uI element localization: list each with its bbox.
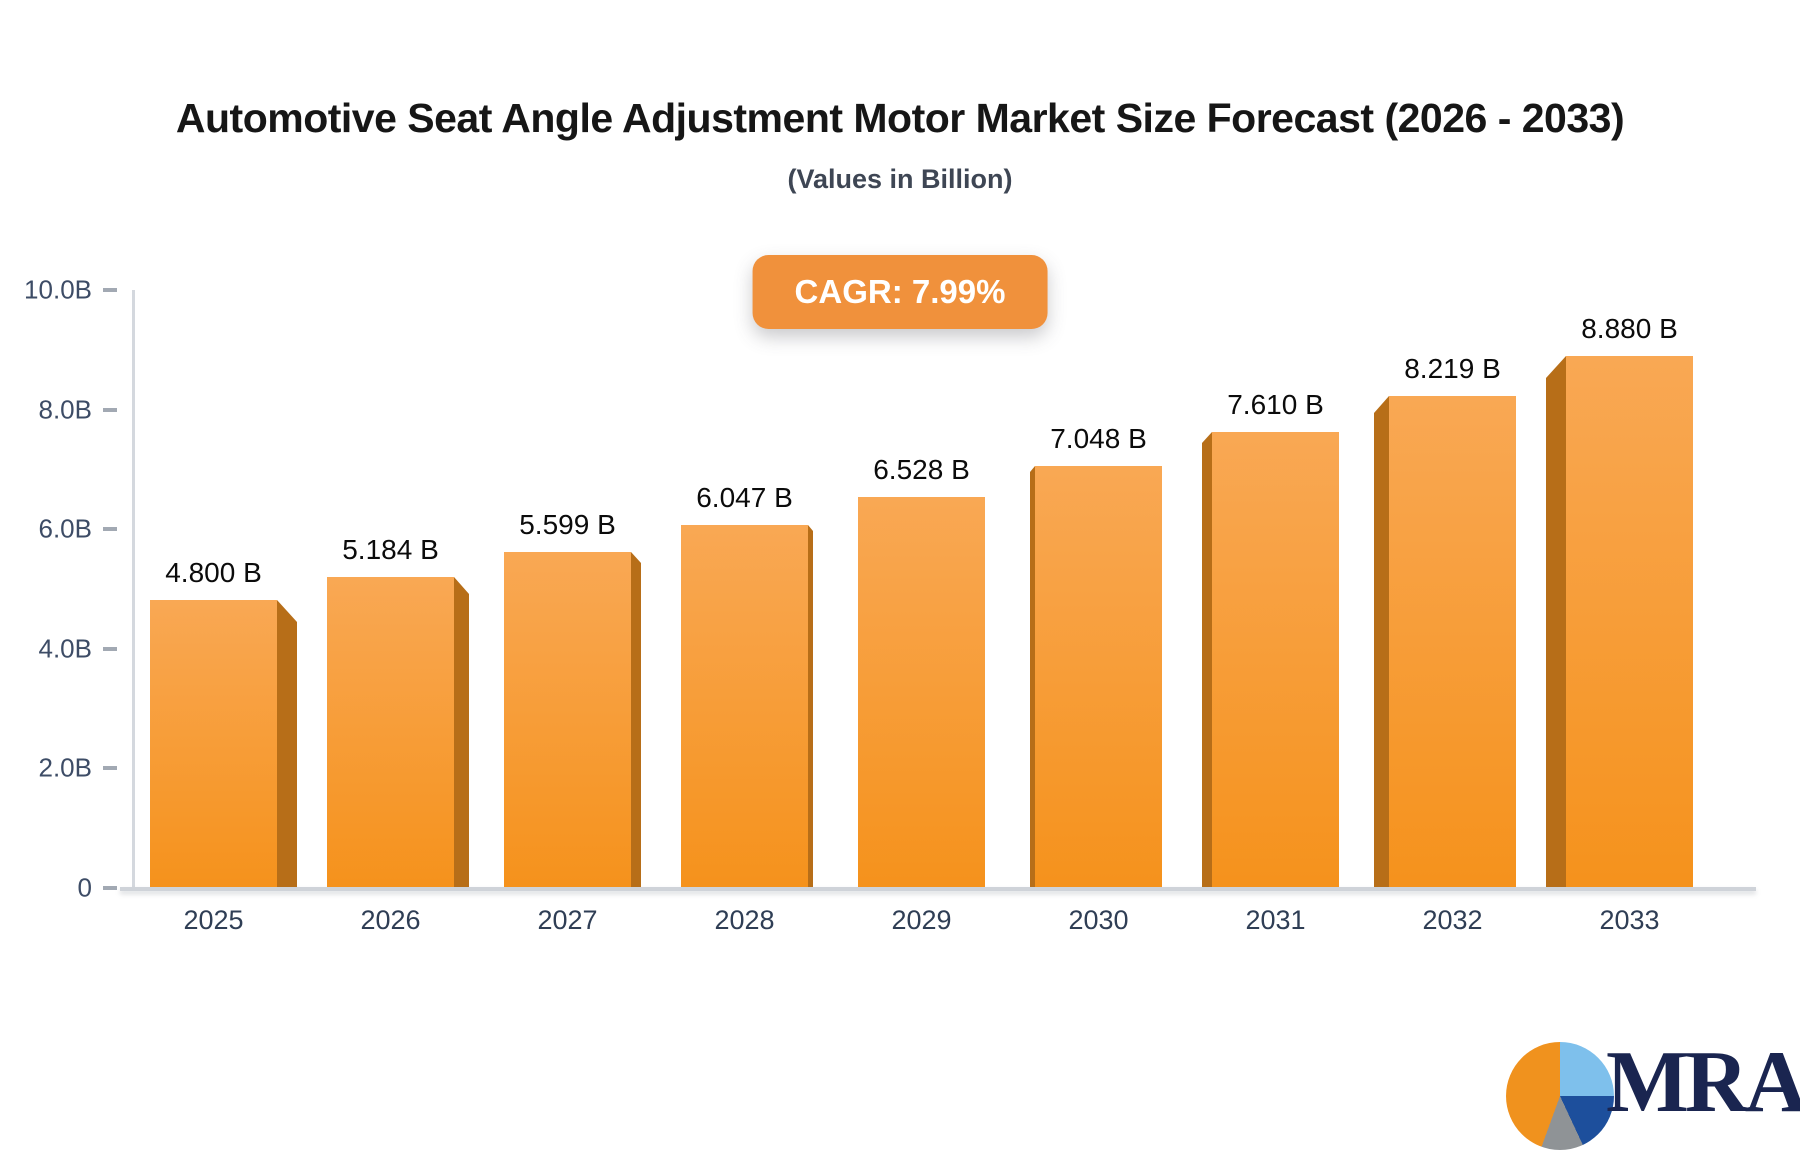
x-tick-label-2027: 2027 xyxy=(537,905,598,935)
x-tick-label-2029: 2029 xyxy=(891,905,952,935)
x-axis-baseline xyxy=(120,887,1756,891)
y-tick-label-6.0B: 6.0B xyxy=(38,513,93,544)
cagr-badge: CAGR: 7.99% xyxy=(752,255,1048,329)
y-axis-line xyxy=(132,290,135,888)
bar-2031 xyxy=(1212,432,1339,887)
bar-value-label-2028: 6.047 B xyxy=(696,482,793,513)
x-tick-label-2030: 2030 xyxy=(1068,905,1129,935)
y-tick-dash-2.0B xyxy=(103,766,117,771)
bar-value-label-2029: 6.528 B xyxy=(873,454,970,485)
y-tick-dash-6.0B xyxy=(103,527,117,532)
bar-side-face-2028 xyxy=(808,525,813,887)
bar-value-label-2033: 8.880 B xyxy=(1581,313,1678,344)
bar-2032 xyxy=(1389,396,1516,887)
bar-2030 xyxy=(1035,466,1162,887)
bar-side-face-2031 xyxy=(1202,432,1212,887)
bar-2026 xyxy=(327,577,454,887)
chart-title: Automotive Seat Angle Adjustment Motor M… xyxy=(175,95,1625,141)
x-tick-label-2028: 2028 xyxy=(714,905,775,935)
y-tick-label-8.0B: 8.0B xyxy=(38,394,93,425)
mra-logo: MRA xyxy=(1502,1034,1800,1156)
mra-logo-pie-icon xyxy=(1506,1042,1614,1150)
bar-side-face-2030 xyxy=(1030,466,1035,887)
bar-side-face-2027 xyxy=(631,552,641,887)
bar-2033 xyxy=(1566,356,1693,887)
y-tick-dash-4.0B xyxy=(103,646,117,651)
chart-header: Automotive Seat Angle Adjustment Motor M… xyxy=(0,0,1800,195)
bar-2025 xyxy=(150,600,277,887)
bar-value-label-2030: 7.048 B xyxy=(1050,423,1147,454)
y-tick-dash-8.0B xyxy=(103,407,117,412)
y-tick-label-4.0B: 4.0B xyxy=(38,633,93,664)
bar-side-face-2033 xyxy=(1546,356,1566,887)
y-tick-label-2.0B: 2.0B xyxy=(38,752,93,783)
bar-side-face-2032 xyxy=(1374,396,1389,887)
y-tick-dash-10.0B xyxy=(103,288,117,292)
bar-2028 xyxy=(681,525,808,887)
chart-subtitle: (Values in Billion) xyxy=(787,164,1013,194)
bar-value-label-2031: 7.610 B xyxy=(1227,389,1324,420)
bar-side-face-2026 xyxy=(454,577,469,887)
bar-side-face-2025 xyxy=(277,600,297,887)
y-tick-dash-0 xyxy=(103,886,117,890)
x-tick-label-2025: 2025 xyxy=(183,905,244,935)
y-tick-label-0: 0 xyxy=(77,872,92,903)
bar-2027 xyxy=(504,552,631,887)
bar-value-label-2032: 8.219 B xyxy=(1404,353,1501,384)
x-tick-label-2033: 2033 xyxy=(1599,905,1660,935)
bar-value-label-2025: 4.800 B xyxy=(165,557,262,588)
x-tick-label-2032: 2032 xyxy=(1422,905,1483,935)
x-tick-label-2031: 2031 xyxy=(1245,905,1306,935)
bar-2029 xyxy=(858,497,985,887)
bar-value-label-2026: 5.184 B xyxy=(342,534,439,565)
mra-logo-text: MRA xyxy=(1606,1034,1800,1131)
cagr-badge-label: CAGR: 7.99% xyxy=(794,273,1006,310)
bar-value-label-2027: 5.599 B xyxy=(519,509,616,540)
x-tick-label-2026: 2026 xyxy=(360,905,421,935)
y-tick-label-10.0B: 10.0B xyxy=(24,274,92,305)
